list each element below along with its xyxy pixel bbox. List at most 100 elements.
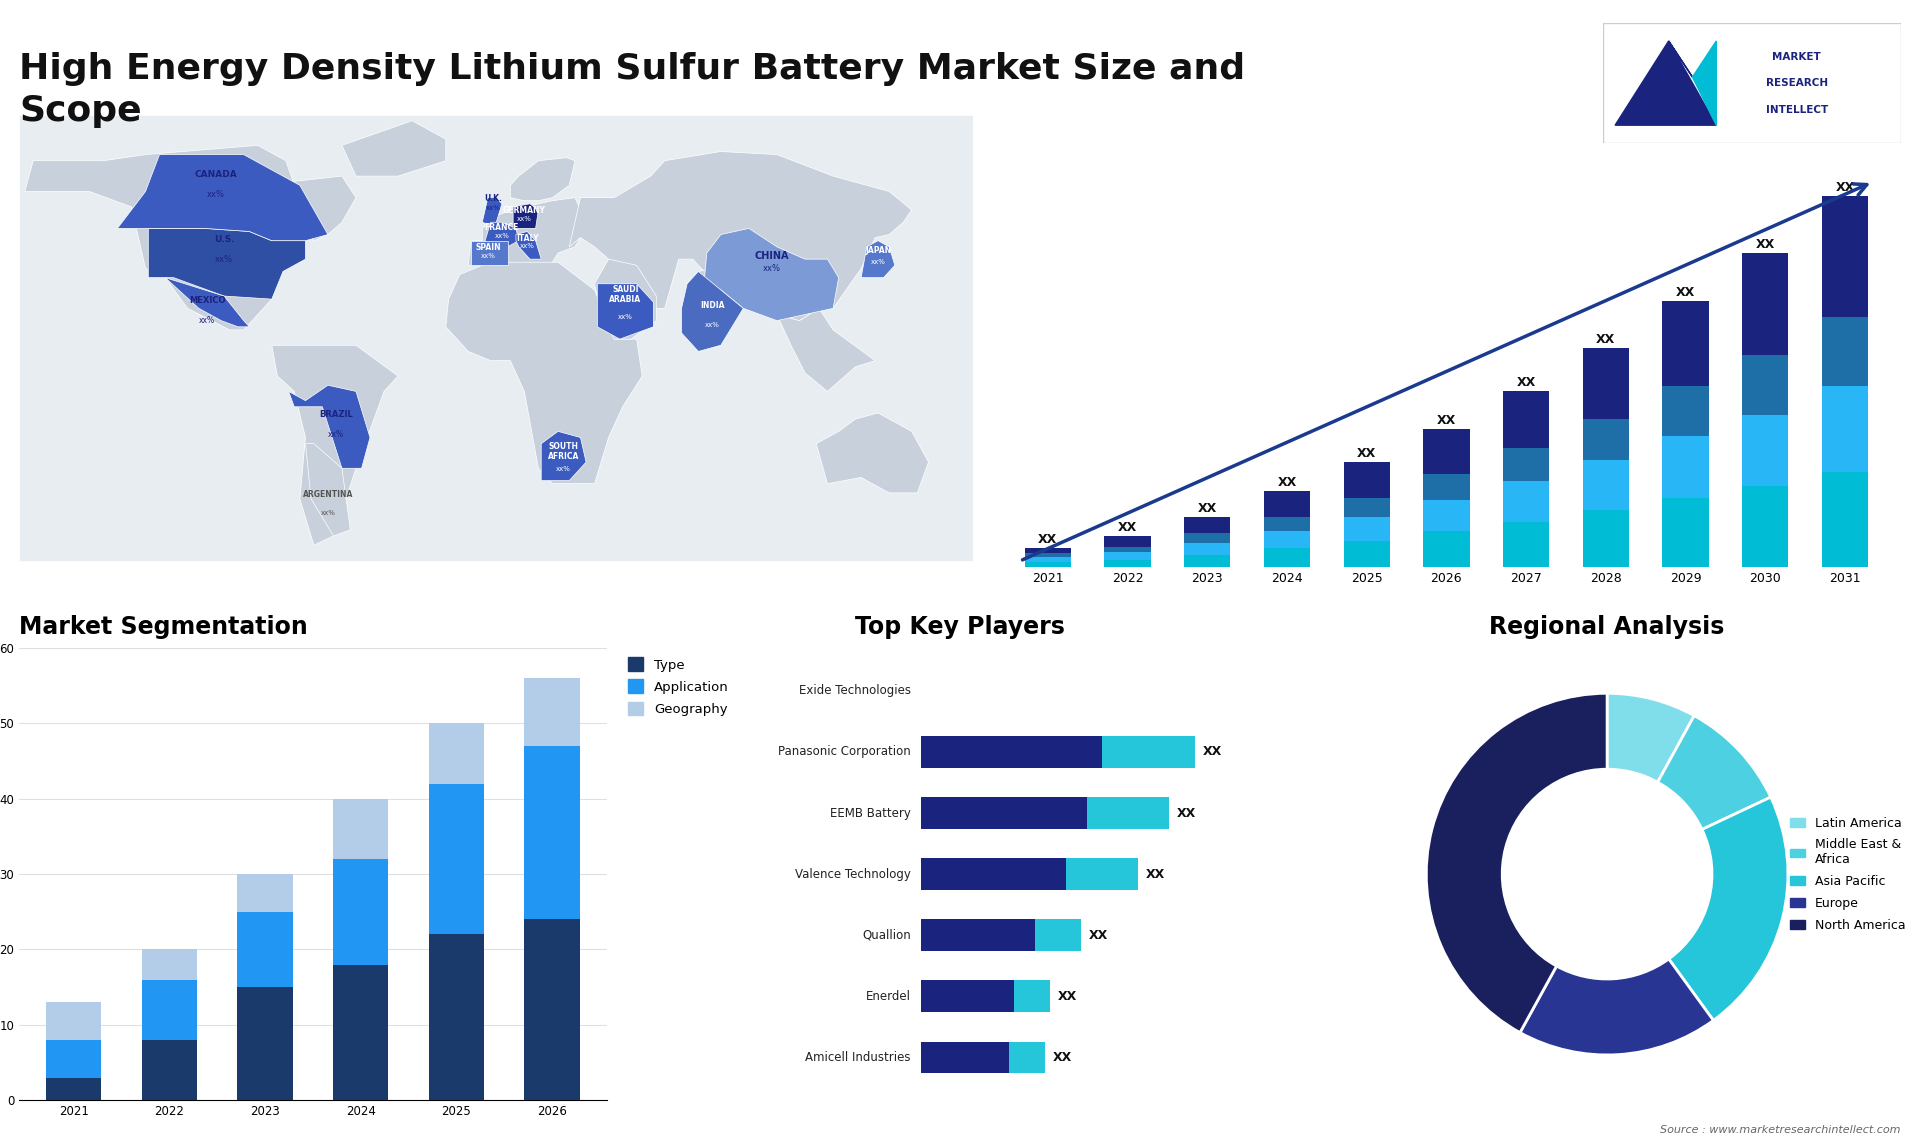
Polygon shape <box>19 115 973 560</box>
Polygon shape <box>1615 41 1716 125</box>
Bar <box>1344 497 1390 517</box>
Polygon shape <box>342 120 445 176</box>
Bar <box>1503 521 1549 566</box>
Bar <box>1663 386 1709 435</box>
Text: Quallion: Quallion <box>862 928 910 942</box>
Text: ITALY: ITALY <box>516 234 538 243</box>
Bar <box>428 723 484 784</box>
Bar <box>1104 547 1150 552</box>
Bar <box>332 799 388 860</box>
Polygon shape <box>273 345 397 545</box>
Polygon shape <box>816 413 929 493</box>
Text: Market Segmentation: Market Segmentation <box>19 615 307 639</box>
Text: XX: XX <box>1177 807 1196 819</box>
Text: xx%: xx% <box>215 254 232 264</box>
Text: XX: XX <box>1117 521 1137 534</box>
Text: SOUTH
AFRICA: SOUTH AFRICA <box>547 441 580 461</box>
Bar <box>1014 981 1050 1012</box>
Polygon shape <box>862 241 895 277</box>
Text: High Energy Density Lithium Sulfur Battery Market Size and
Scope: High Energy Density Lithium Sulfur Batte… <box>19 52 1246 127</box>
Polygon shape <box>305 444 349 536</box>
Text: SPAIN: SPAIN <box>474 243 501 252</box>
Bar <box>1010 1042 1044 1074</box>
Polygon shape <box>468 197 580 265</box>
Bar <box>1104 559 1150 566</box>
Bar <box>1263 490 1309 517</box>
Text: xx%: xx% <box>520 243 534 250</box>
Bar <box>1423 474 1469 500</box>
Text: xx%: xx% <box>200 316 215 325</box>
Bar <box>1025 548 1071 554</box>
Bar <box>46 1003 102 1039</box>
Text: xx%: xx% <box>762 265 780 274</box>
Bar <box>524 746 580 919</box>
Wedge shape <box>1521 959 1713 1055</box>
Text: CANADA: CANADA <box>194 171 236 179</box>
Title: Top Key Players: Top Key Players <box>854 615 1066 639</box>
Text: ARGENTINA: ARGENTINA <box>303 490 353 499</box>
Polygon shape <box>597 284 653 339</box>
Polygon shape <box>1692 41 1716 125</box>
Bar <box>142 1039 198 1100</box>
Polygon shape <box>699 228 839 321</box>
Text: xx%: xx% <box>321 510 336 516</box>
Bar <box>1104 536 1150 547</box>
Bar <box>922 919 1035 951</box>
Polygon shape <box>595 259 657 339</box>
Polygon shape <box>486 222 518 246</box>
Bar <box>1822 472 1868 566</box>
Bar <box>238 912 292 987</box>
Bar <box>1741 486 1788 566</box>
Bar <box>1185 517 1231 533</box>
Polygon shape <box>117 155 328 241</box>
Polygon shape <box>470 241 507 265</box>
Text: MARKET: MARKET <box>1772 52 1820 62</box>
Bar <box>1066 858 1139 890</box>
Text: XX: XX <box>1089 928 1108 942</box>
Bar <box>1025 562 1071 566</box>
Text: XX: XX <box>1204 745 1223 759</box>
Bar <box>524 678 580 746</box>
Bar <box>1582 419 1628 460</box>
Polygon shape <box>762 308 876 392</box>
Text: EEMB Battery: EEMB Battery <box>829 807 910 819</box>
Polygon shape <box>511 158 574 201</box>
Bar <box>142 950 198 980</box>
Text: xx%: xx% <box>486 205 501 211</box>
Text: xx%: xx% <box>480 252 495 259</box>
Bar <box>922 858 1066 890</box>
Text: xx%: xx% <box>516 215 532 221</box>
Polygon shape <box>516 231 541 259</box>
Text: XX: XX <box>1676 285 1695 299</box>
Text: Amicell Industries: Amicell Industries <box>804 1051 910 1063</box>
Text: xx%: xx% <box>705 322 720 328</box>
Bar <box>1822 196 1868 317</box>
Text: BRAZIL: BRAZIL <box>319 410 353 419</box>
Text: FRANCE: FRANCE <box>484 223 518 231</box>
Bar <box>428 934 484 1100</box>
Bar <box>1741 355 1788 415</box>
Bar <box>524 919 580 1100</box>
Text: XX: XX <box>1146 868 1165 880</box>
Title: Regional Analysis: Regional Analysis <box>1490 615 1724 639</box>
Polygon shape <box>25 146 355 330</box>
Bar <box>922 798 1087 829</box>
Bar <box>1423 500 1469 531</box>
Text: XX: XX <box>1755 238 1774 251</box>
Text: XX: XX <box>1357 447 1377 461</box>
Legend: Latin America, Middle East &
Africa, Asia Pacific, Europe, North America: Latin America, Middle East & Africa, Asi… <box>1786 811 1910 936</box>
Text: CHINA: CHINA <box>755 251 789 261</box>
Bar <box>1822 386 1868 472</box>
Legend: Type, Application, Geography: Type, Application, Geography <box>624 654 732 719</box>
Text: MEXICO: MEXICO <box>188 297 225 305</box>
Bar <box>922 981 1014 1012</box>
Text: JAPAN: JAPAN <box>864 246 891 256</box>
Text: RESEARCH: RESEARCH <box>1766 78 1828 88</box>
Bar <box>1263 531 1309 548</box>
Bar <box>46 1039 102 1077</box>
Bar <box>1423 531 1469 566</box>
Bar <box>1582 510 1628 566</box>
Text: xx%: xx% <box>495 233 509 238</box>
FancyBboxPatch shape <box>1603 23 1901 143</box>
Text: Exide Technologies: Exide Technologies <box>799 684 910 697</box>
